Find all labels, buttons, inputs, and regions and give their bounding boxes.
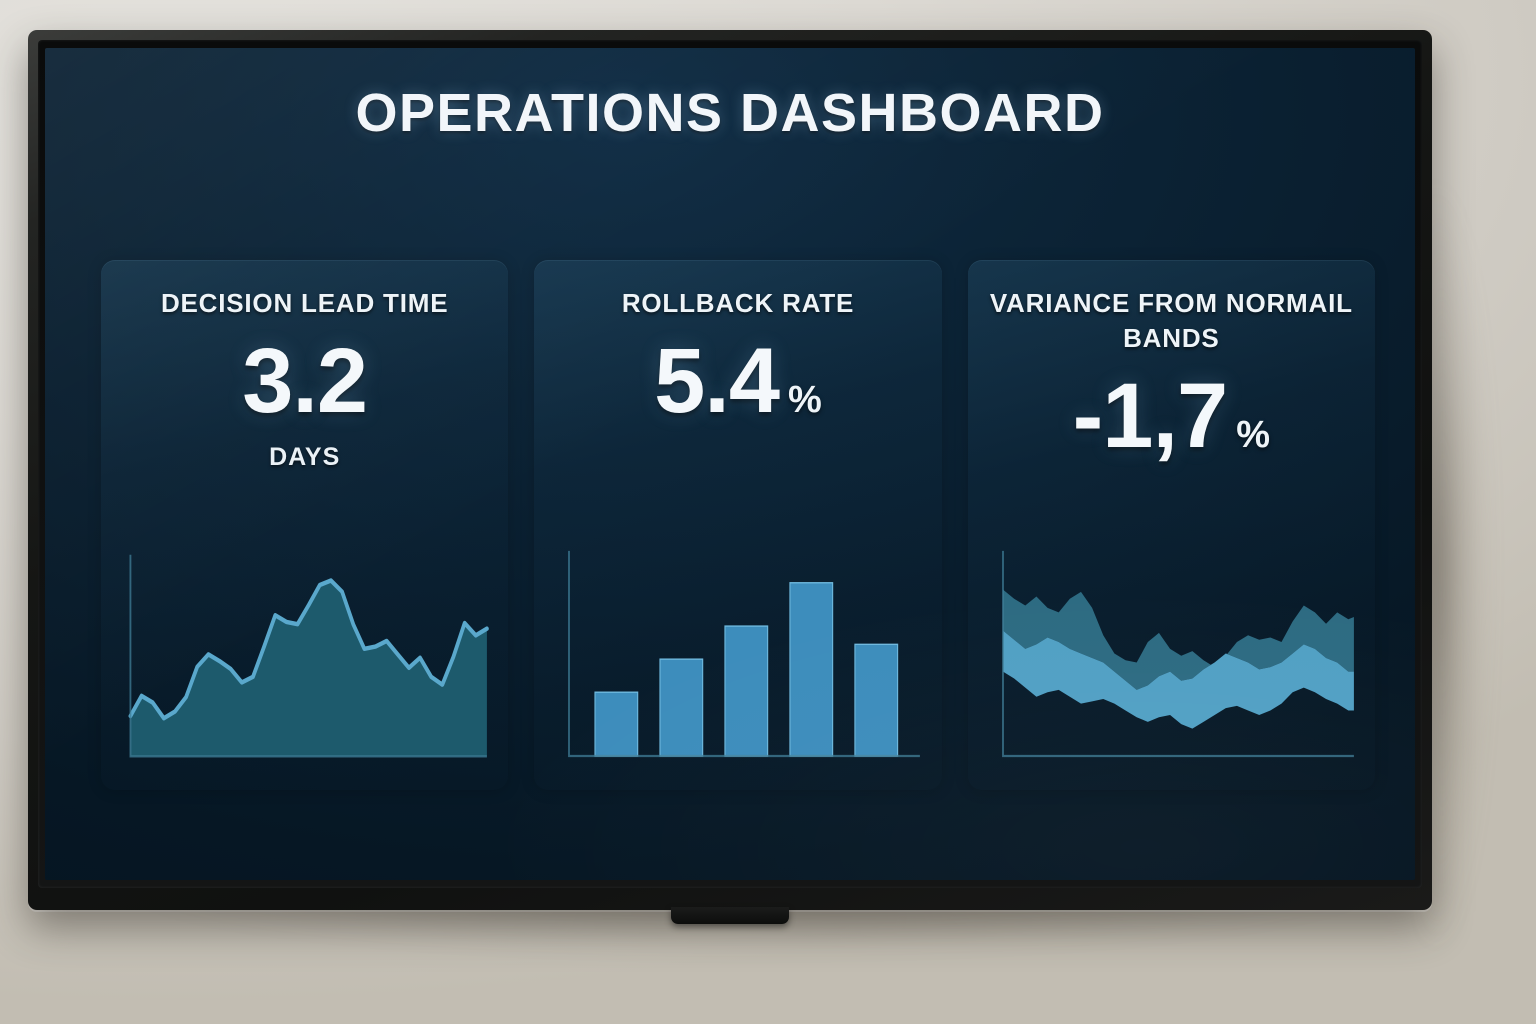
area-chart-svg	[128, 554, 489, 758]
band-chart-svg	[1001, 550, 1354, 758]
page-title: OPERATIONS DASHBOARD	[355, 83, 1105, 143]
bar-5	[854, 643, 899, 757]
kpi-label: VARIANCE FROM NORMAIL BANDS	[989, 288, 1353, 354]
television-stand-tab	[671, 907, 789, 924]
chart-axis	[129, 554, 487, 758]
television-frame: OPERATIONS DASHBOARD DECISION LEAD TIME …	[28, 30, 1432, 924]
kpi-suffix: %	[788, 379, 822, 422]
wall-shadow-right	[1425, 70, 1536, 970]
kpi-label: ROLLBACK RATE	[621, 288, 855, 318]
bar-2	[659, 658, 704, 757]
kpi-unit: DAYS	[269, 443, 341, 472]
television-screen: OPERATIONS DASHBOARD DECISION LEAD TIME …	[45, 48, 1415, 880]
area-chart-decision-lead-time	[123, 548, 494, 772]
bar-3	[724, 625, 769, 757]
kpi-suffix: %	[1236, 414, 1270, 457]
kpi-label: DECISION LEAD TIME	[160, 288, 449, 318]
chart-axis	[1001, 550, 1354, 758]
kpi-value: 3.2	[242, 330, 368, 433]
kpi-card-rollback-rate[interactable]: ROLLBACK RATE 5.4 %	[534, 260, 942, 790]
bar-4	[789, 582, 834, 757]
kpi-value-row: 5.4 %	[554, 335, 921, 427]
bar-1	[594, 691, 639, 757]
kpi-card-row: DECISION LEAD TIME 3.2 DAYS	[101, 260, 1375, 790]
band-upper	[1002, 589, 1354, 690]
kpi-value-row: -1,7 %	[988, 370, 1355, 462]
kpi-value: -1,7	[1072, 365, 1229, 468]
area-chart-fill	[130, 580, 487, 757]
bar-chart-svg	[568, 550, 921, 758]
kpi-value-row: 3.2	[121, 335, 488, 427]
bar-chart-rollback-rate	[556, 544, 927, 772]
kpi-card-variance-from-normal-bands[interactable]: VARIANCE FROM NORMAIL BANDS -1,7 %	[967, 260, 1375, 790]
kpi-card-decision-lead-time[interactable]: DECISION LEAD TIME 3.2 DAYS	[101, 260, 509, 790]
band-lower	[1002, 630, 1354, 729]
kpi-value: 5.4	[654, 330, 780, 433]
operations-dashboard: OPERATIONS DASHBOARD DECISION LEAD TIME …	[45, 48, 1415, 880]
area-chart-line	[128, 578, 489, 721]
band-chart-variance	[990, 544, 1361, 772]
chart-axis	[568, 550, 921, 758]
